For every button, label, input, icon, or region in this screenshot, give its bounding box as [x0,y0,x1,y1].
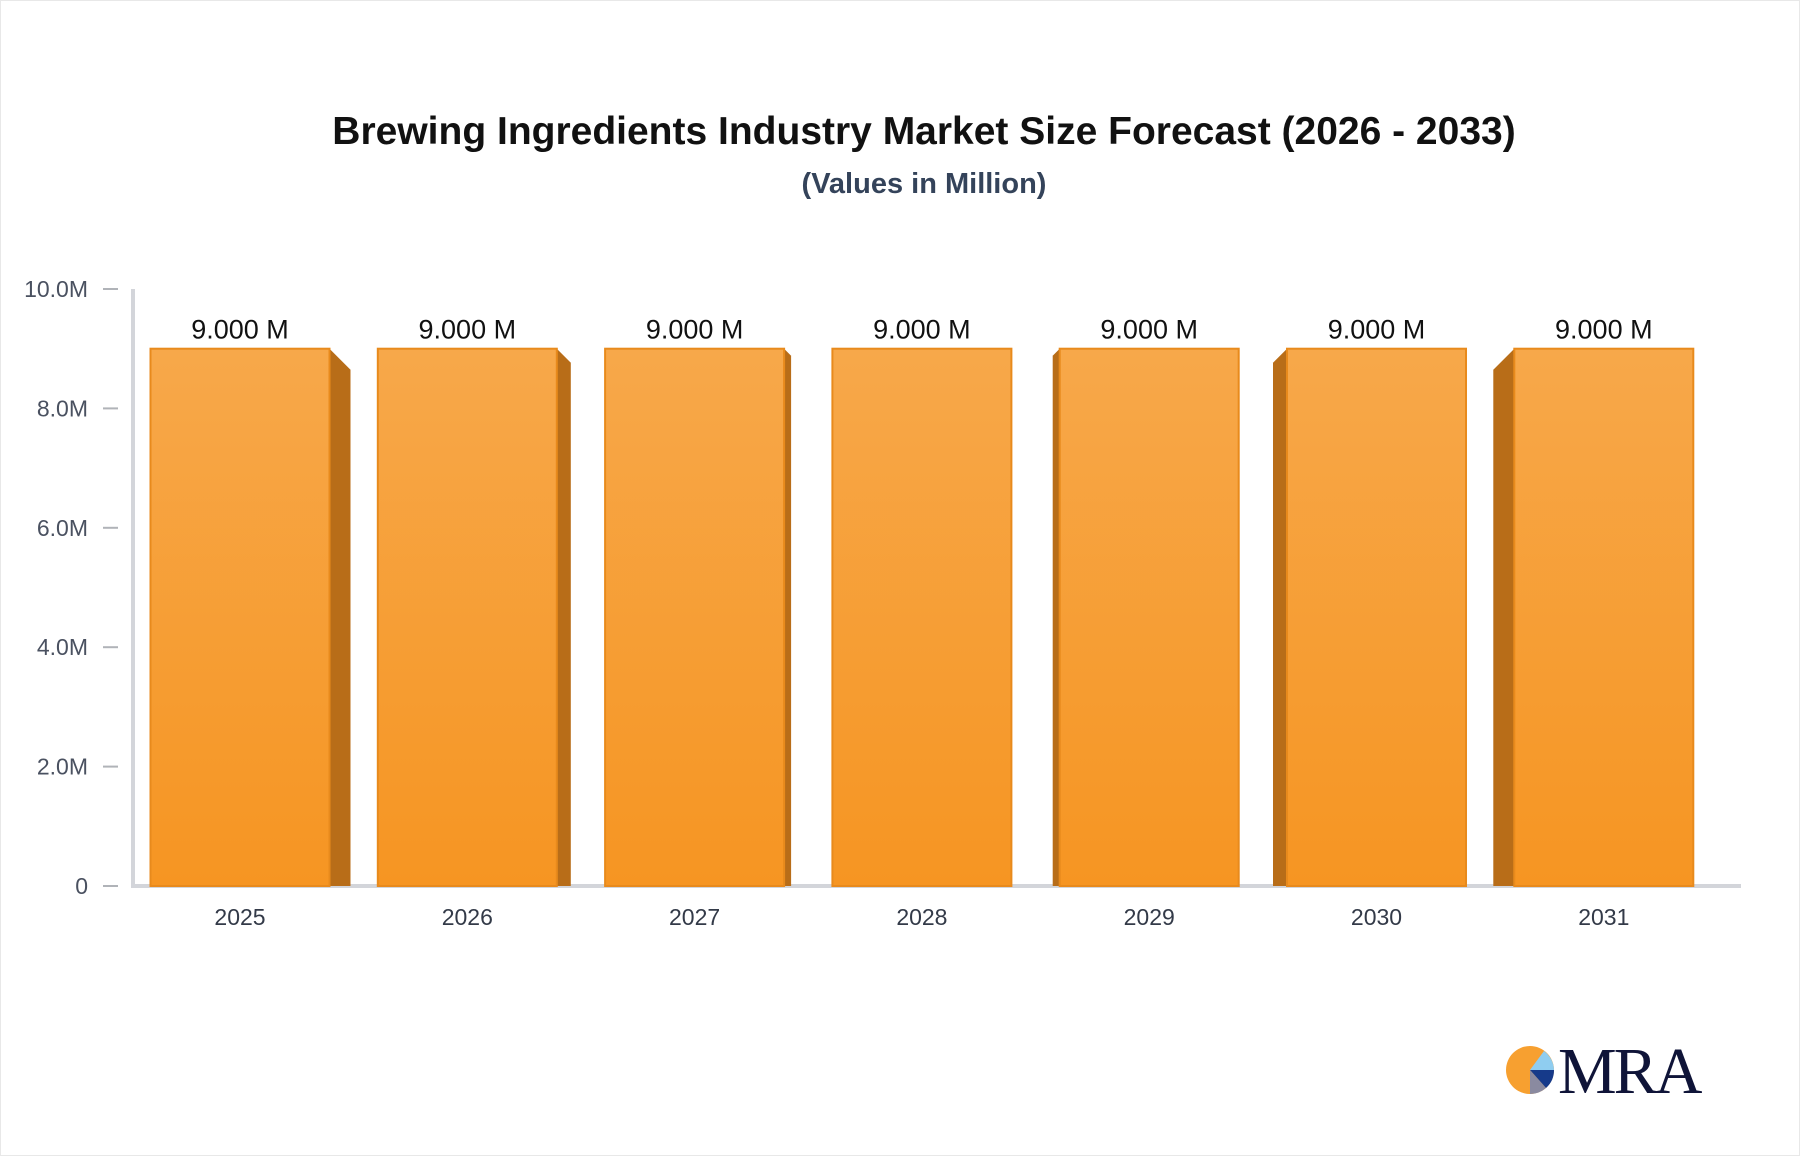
y-tick-label: 2.0M [37,754,88,780]
bar-group: 9.000 M 2031 [1493,315,1695,930]
x-tick-label: 2026 [442,904,493,930]
mra-logo: MRA [1505,1035,1702,1108]
logo-text: MRA [1558,1035,1702,1108]
bar [1058,347,1240,887]
y-tick-label: 6.0M [37,515,88,541]
bar-value-label: 9.000 M [1555,315,1653,345]
bar [376,347,558,887]
bar-value-label: 9.000 M [873,315,971,345]
bar-group: 9.000 M 2026 [376,315,571,930]
bar-group: 9.000 M 2027 [604,315,792,930]
y-tick-label: 8.0M [37,395,88,421]
bar-side [1273,348,1287,886]
x-tick-label: 2028 [896,904,947,930]
y-tick-label: 4.0M [37,634,88,660]
bar-value-label: 9.000 M [646,315,744,345]
bar-side [329,348,351,886]
bar [1513,347,1695,887]
bar [604,347,786,887]
y-tick-label: 10.0M [24,276,88,302]
bar-value-label: 9.000 M [1328,315,1426,345]
chart-title: Brewing Ingredients Industry Market Size… [332,110,1516,153]
bar-side [1052,348,1060,886]
x-tick-label: 2029 [1124,904,1175,930]
x-tick-label: 2027 [669,904,720,930]
x-tick-label: 2025 [214,904,265,930]
x-tick-label: 2031 [1578,904,1629,930]
bar [831,347,1013,887]
bar-side [556,348,571,886]
bar-side [1493,348,1515,886]
chart-subtitle: (Values in Million) [801,168,1047,200]
bar-value-label: 9.000 M [1100,315,1198,345]
y-tick-label: 0 [75,873,88,899]
bar-side [784,348,792,886]
bar-value-label: 9.000 M [191,315,289,345]
bar [1286,347,1467,887]
bar-group: 9.000 M 2028 [831,315,1013,930]
bar-group: 9.000 M 2025 [149,315,351,930]
bar-value-label: 9.000 M [419,315,517,345]
x-tick-label: 2030 [1351,904,1402,930]
bar-group: 9.000 M 2030 [1273,315,1467,930]
pie-logo-icon [1506,1046,1555,1095]
bar [149,347,331,887]
bar-group: 9.000 M 2029 [1052,315,1240,930]
